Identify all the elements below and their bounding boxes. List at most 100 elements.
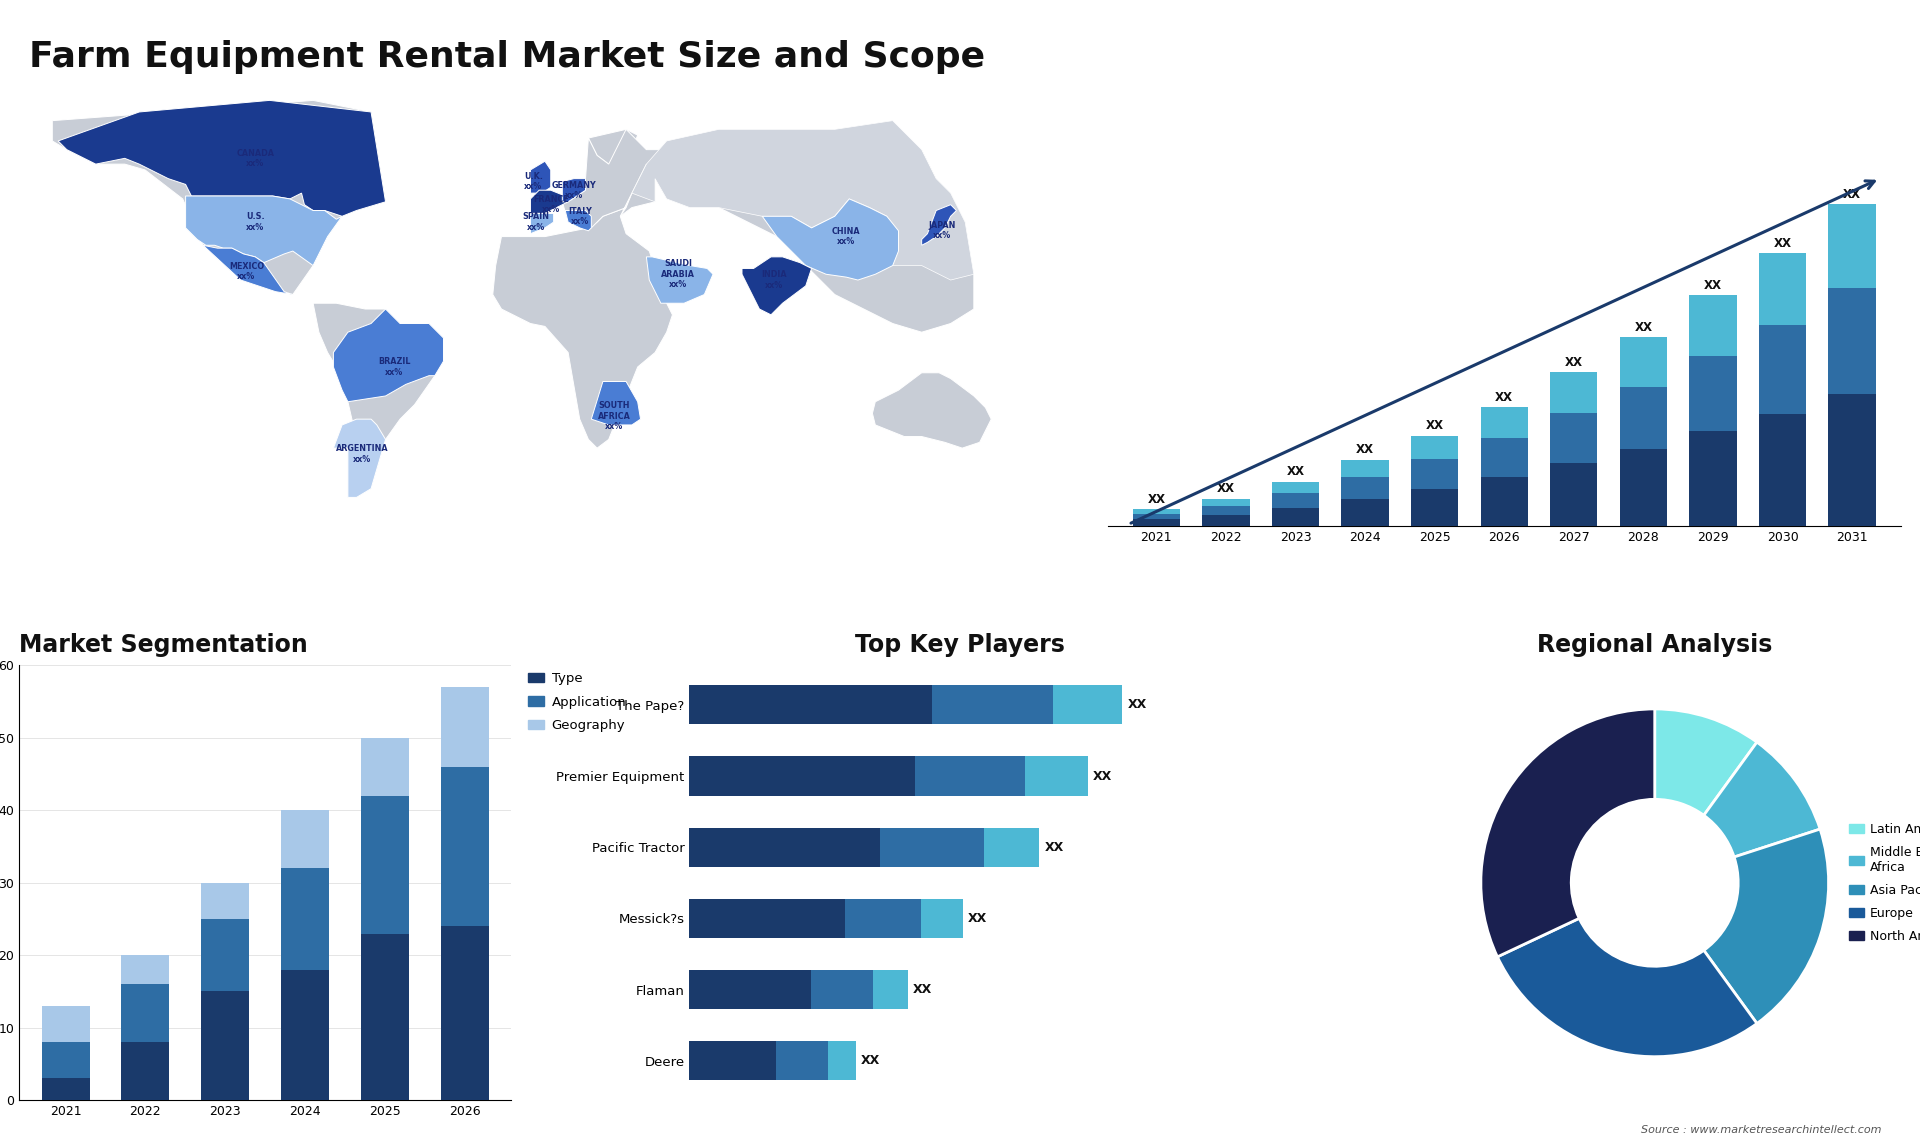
Text: XX: XX [1092, 769, 1112, 783]
Bar [1828, 394, 1876, 526]
Bar [1133, 509, 1181, 513]
Bar [689, 756, 914, 795]
Bar [1133, 513, 1181, 519]
Polygon shape [493, 129, 672, 448]
Bar [1271, 481, 1319, 493]
Bar [442, 688, 490, 767]
Wedge shape [1703, 829, 1828, 1023]
Text: Source : www.marketresearchintellect.com: Source : www.marketresearchintellect.com [1642, 1124, 1882, 1135]
Bar [1133, 519, 1181, 526]
Text: CANADA
xx%: CANADA xx% [236, 149, 275, 168]
Bar [202, 882, 250, 919]
Polygon shape [563, 120, 973, 332]
Bar [121, 984, 169, 1042]
Polygon shape [204, 245, 294, 295]
Bar [42, 1042, 90, 1078]
Bar [202, 991, 250, 1100]
Bar [1690, 355, 1736, 432]
Text: ITALY
xx%: ITALY xx% [568, 206, 591, 226]
Bar [121, 956, 169, 984]
Bar [280, 970, 328, 1100]
Bar [280, 810, 328, 869]
Text: SAUDI
ARABIA
xx%: SAUDI ARABIA xx% [660, 259, 695, 289]
Bar [914, 756, 1025, 795]
Wedge shape [1655, 709, 1757, 815]
Text: INDIA
xx%: INDIA xx% [760, 270, 787, 290]
Text: XX: XX [1427, 419, 1444, 432]
Bar [1759, 253, 1807, 324]
Text: XX: XX [1286, 465, 1304, 478]
Bar [1690, 296, 1736, 355]
Polygon shape [186, 196, 342, 266]
Polygon shape [632, 120, 973, 280]
Text: XX: XX [1843, 188, 1860, 201]
Text: XX: XX [1148, 493, 1165, 505]
Polygon shape [922, 205, 956, 245]
Text: U.K.
xx%: U.K. xx% [524, 172, 543, 191]
Polygon shape [741, 257, 812, 315]
Wedge shape [1480, 709, 1655, 957]
Bar [1025, 756, 1089, 795]
Bar [1052, 685, 1123, 724]
Bar [1411, 489, 1459, 526]
Bar [1271, 493, 1319, 508]
Text: XX: XX [1217, 482, 1235, 495]
Text: BRAZIL
xx%: BRAZIL xx% [378, 358, 411, 377]
Bar [931, 685, 1052, 724]
Bar [828, 1042, 856, 1081]
Bar [1759, 414, 1807, 526]
Bar [1480, 478, 1528, 526]
Text: JAPAN
xx%: JAPAN xx% [927, 221, 956, 241]
Polygon shape [58, 101, 386, 217]
Polygon shape [1636, 42, 1776, 105]
Wedge shape [1498, 918, 1757, 1057]
Polygon shape [563, 179, 586, 202]
Text: ARGENTINA
xx%: ARGENTINA xx% [336, 445, 388, 464]
Bar [1202, 499, 1250, 505]
Polygon shape [530, 190, 568, 213]
Bar [810, 970, 874, 1010]
Text: CHINA
xx%: CHINA xx% [831, 227, 860, 246]
Text: XX: XX [1565, 355, 1582, 369]
Bar [1342, 460, 1388, 477]
Text: XX: XX [1044, 841, 1064, 854]
Bar [689, 1042, 776, 1081]
Bar [1271, 508, 1319, 526]
Text: XX: XX [1356, 444, 1375, 456]
Text: GERMANY
xx%: GERMANY xx% [551, 181, 597, 199]
Bar [983, 827, 1039, 866]
Polygon shape [518, 213, 553, 234]
Polygon shape [762, 199, 899, 280]
Text: XX: XX [860, 1054, 879, 1067]
Text: MARKET
RESEARCH
INTELLECT: MARKET RESEARCH INTELLECT [1795, 50, 1849, 83]
Bar [689, 898, 845, 937]
Bar [1620, 337, 1667, 386]
Text: SOUTH
AFRICA
xx%: SOUTH AFRICA xx% [597, 401, 632, 431]
Bar [1620, 449, 1667, 526]
Bar [1342, 477, 1388, 499]
Title: Top Key Players: Top Key Players [854, 633, 1066, 657]
Polygon shape [313, 304, 444, 497]
Polygon shape [52, 101, 386, 295]
Text: XX: XX [1127, 698, 1146, 712]
Text: XX: XX [1496, 391, 1513, 403]
Polygon shape [591, 382, 641, 425]
Text: XX: XX [1634, 321, 1653, 333]
Bar [1759, 324, 1807, 414]
Text: XX: XX [1774, 237, 1791, 250]
Polygon shape [334, 419, 386, 497]
Bar [121, 1042, 169, 1100]
Bar [689, 827, 879, 866]
Text: Farm Equipment Rental Market Size and Scope: Farm Equipment Rental Market Size and Sc… [29, 40, 985, 74]
Bar [1480, 407, 1528, 439]
Bar [1620, 386, 1667, 449]
Bar [442, 767, 490, 926]
Bar [845, 898, 922, 937]
Bar [689, 970, 810, 1010]
Bar [361, 934, 409, 1100]
Wedge shape [1703, 743, 1820, 857]
Text: SPAIN
xx%: SPAIN xx% [522, 212, 549, 231]
Legend: Type, Application, Geography: Type, Application, Geography [528, 672, 626, 732]
Bar [879, 827, 983, 866]
Bar [361, 738, 409, 795]
